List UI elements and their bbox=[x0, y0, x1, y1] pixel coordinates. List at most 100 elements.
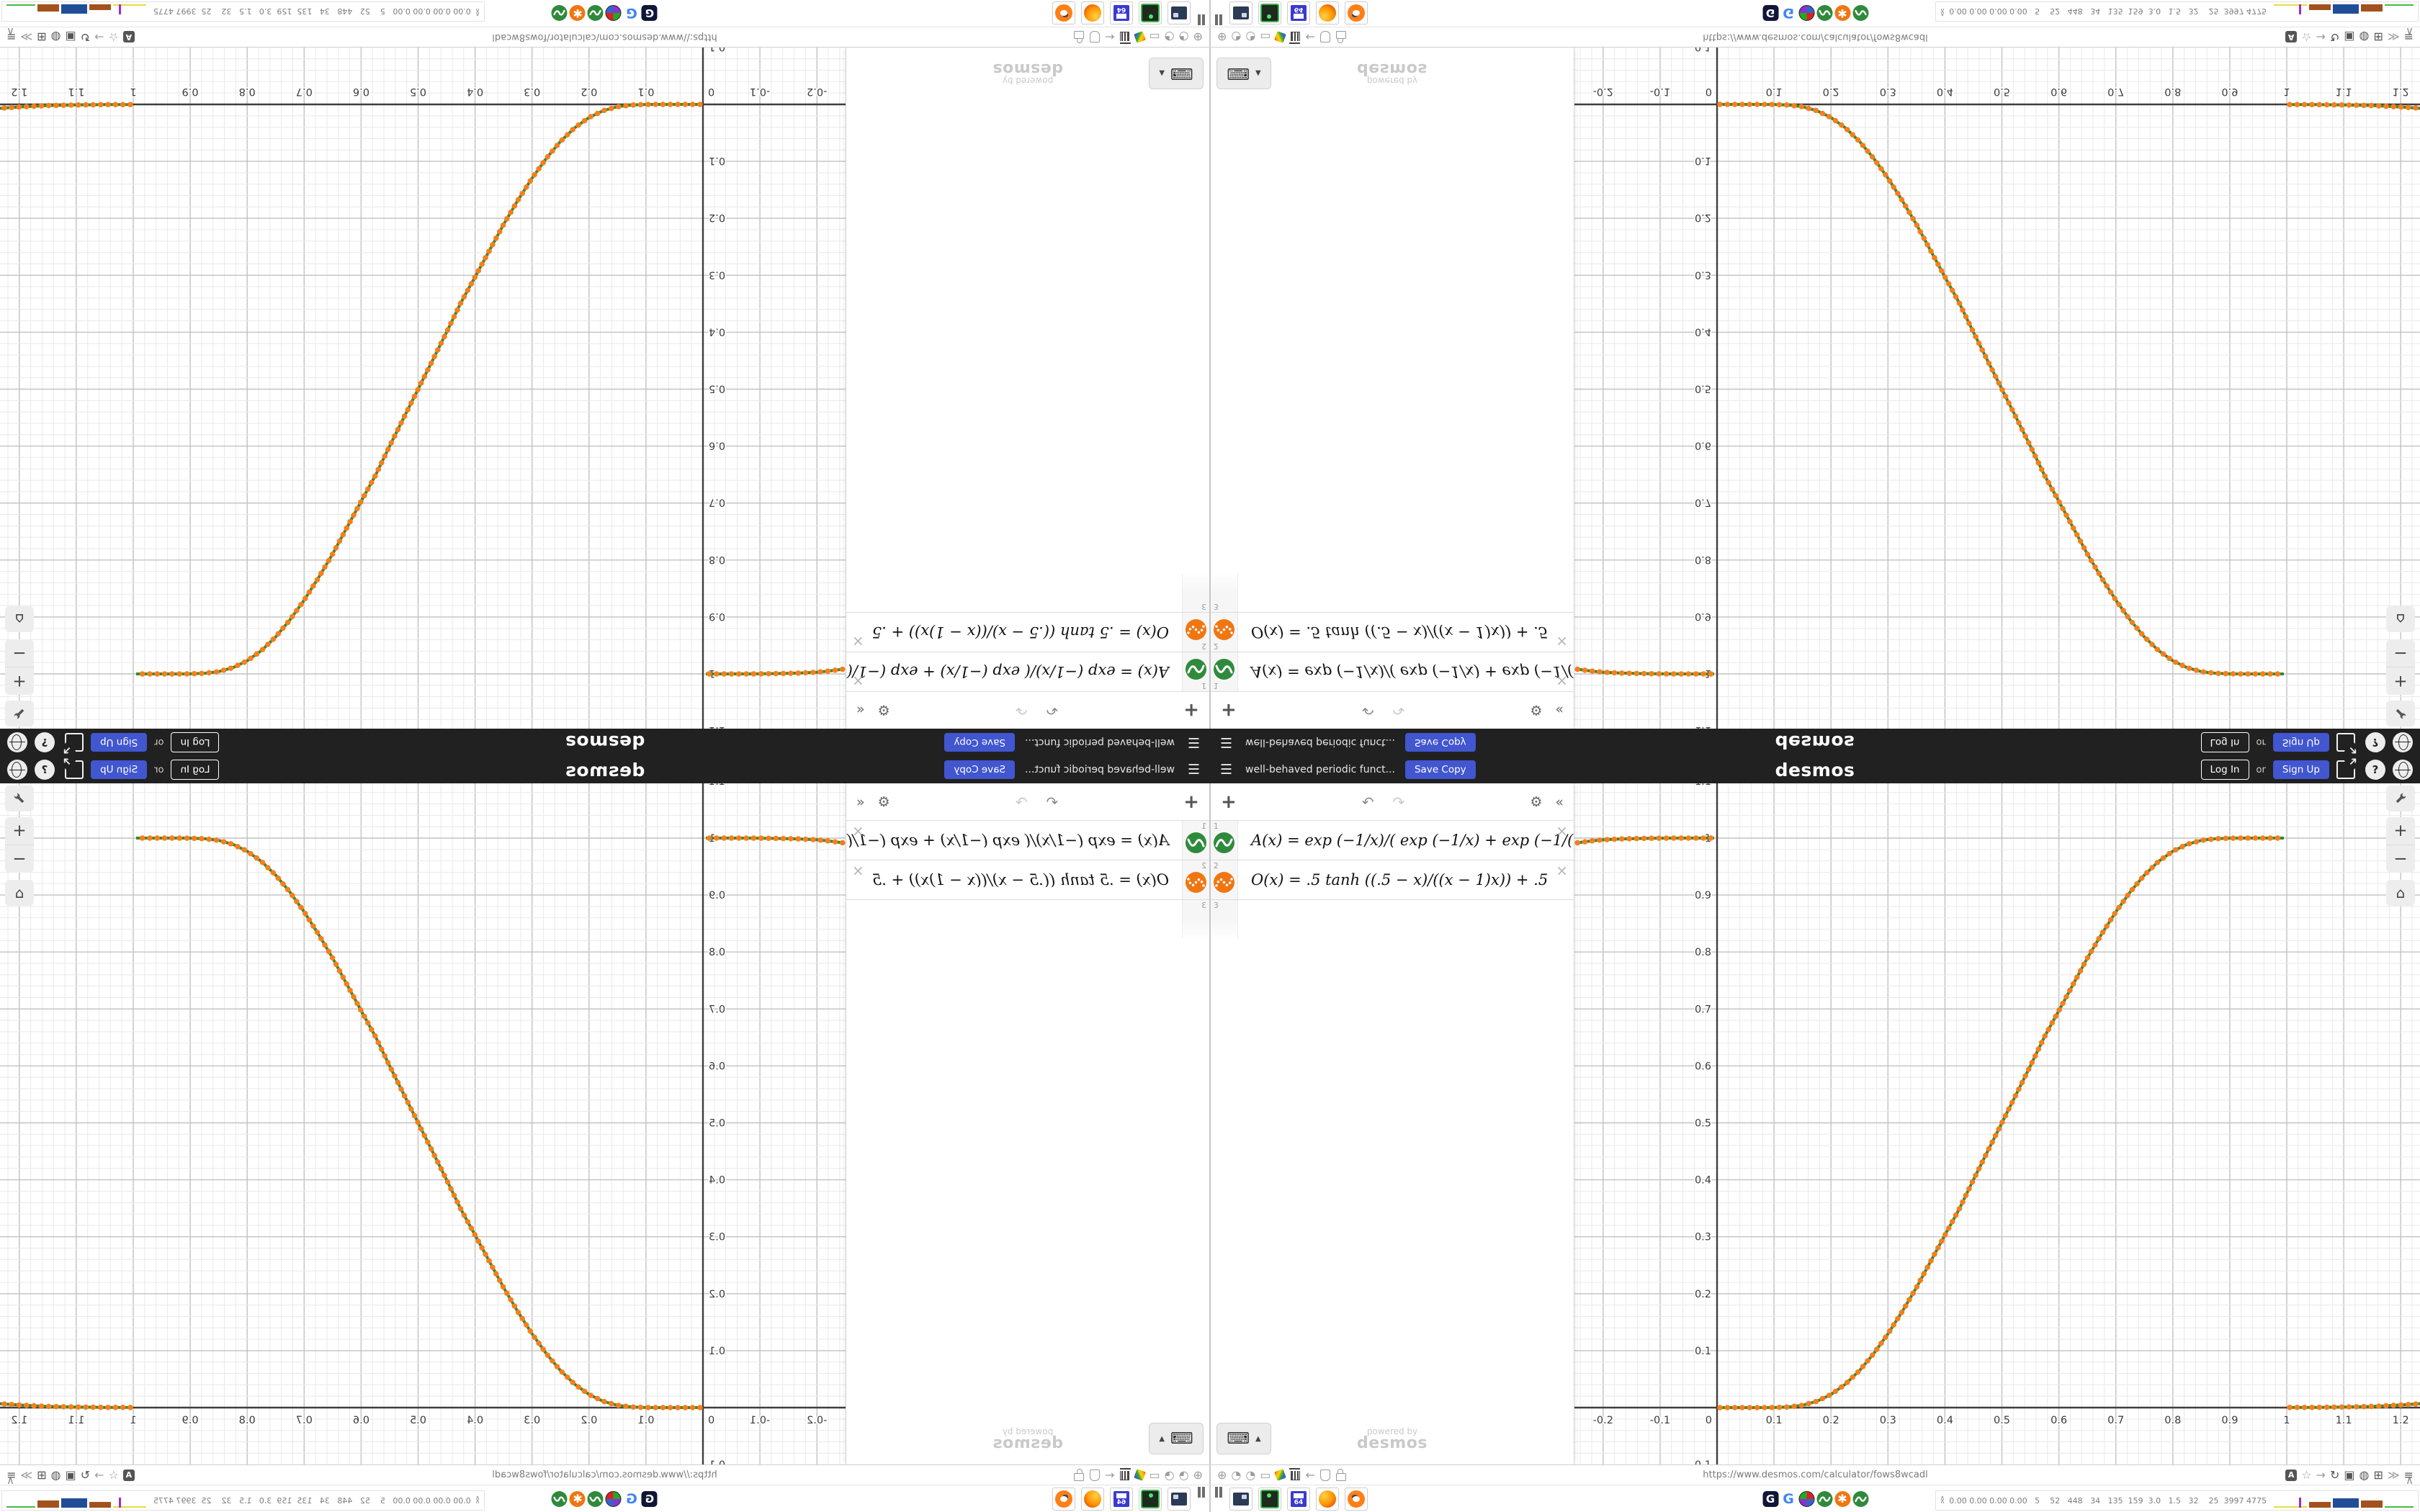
container-tab-icon[interactable]: ▣ bbox=[2344, 1467, 2355, 1482]
overflow-chevrons-icon[interactable]: ≫ bbox=[20, 30, 33, 45]
expression-row-3-empty[interactable]: 3 bbox=[1211, 900, 1574, 939]
tab-favicon-orange-gear[interactable]: ✱ bbox=[1834, 1490, 1851, 1508]
shield-icon[interactable] bbox=[1090, 31, 1101, 43]
trash-icon[interactable] bbox=[1119, 32, 1129, 41]
tab-favicon-orange-gear[interactable]: ✱ bbox=[569, 5, 586, 22]
expression-row-3-empty[interactable]: 3 bbox=[846, 900, 1209, 939]
delete-expression-icon[interactable]: × bbox=[1556, 633, 1568, 650]
graph-title[interactable]: well-behaved periodic funct... bbox=[1245, 764, 1395, 775]
edit-list-gear-icon[interactable]: ⚙ bbox=[877, 793, 890, 810]
blender-icon[interactable] bbox=[1052, 1487, 1075, 1511]
tab-favicon-desmos[interactable] bbox=[587, 1490, 604, 1508]
trash-icon[interactable] bbox=[1291, 32, 1301, 41]
chevron-up-icon[interactable]: ∧ bbox=[2406, 1474, 2414, 1487]
curve-style-icon-dotted-orange[interactable] bbox=[1214, 619, 1234, 640]
gauge-icon[interactable]: ◔ bbox=[1231, 30, 1242, 45]
tab-favicon-google[interactable]: G bbox=[1783, 1490, 1794, 1507]
default-viewport-home-button[interactable]: ⌂ bbox=[5, 880, 34, 906]
add-expression-button[interactable]: + bbox=[1221, 791, 1237, 813]
globe-icon[interactable]: ◍ bbox=[50, 30, 61, 45]
tab-favicon-desmos[interactable] bbox=[551, 1490, 568, 1508]
keyboard-toggle-button[interactable]: ⌨ ▲ bbox=[1216, 1423, 1271, 1454]
undo-icon[interactable]: ↶ bbox=[1046, 701, 1059, 719]
zoom-out-button[interactable]: − bbox=[2386, 639, 2415, 667]
overflow-chevrons-icon[interactable]: ≫ bbox=[2387, 1467, 2400, 1482]
zoom-out-button[interactable]: − bbox=[5, 639, 34, 667]
delete-expression-icon[interactable]: × bbox=[1556, 822, 1568, 840]
curve-orange-dotted-left_tail[interactable] bbox=[703, 666, 846, 677]
gauge-icon[interactable]: ◔ bbox=[1245, 1467, 1256, 1482]
graph-paper[interactable]: -0.2 -0.1 0 0.1 0.2 0.3 0.4 0.5 0.6 0.7 0.8 0.9 1 1.1… bbox=[1574, 783, 2420, 1464]
save-copy-button[interactable]: Save Copy bbox=[1404, 760, 1476, 779]
chevron-up-icon[interactable]: ∧ bbox=[2406, 25, 2414, 38]
browser-menu-hamburger-icon[interactable]: ≡ bbox=[2403, 1467, 2414, 1482]
chevron-up-icon[interactable]: ∧ bbox=[6, 25, 14, 38]
back-arrow-icon[interactable]: ← bbox=[1105, 30, 1115, 45]
curve-smooth-step[interactable] bbox=[0, 102, 846, 677]
curve-orange-dotted-main[interactable] bbox=[1717, 835, 2287, 1410]
expression-row-2[interactable]: 2 O(x) = .5 tanh ((.5 − x)/((x − 1)x)) +… bbox=[846, 612, 1209, 652]
expression-formula[interactable]: A(x) = exp (−1/x)/( exp (−1/x) + exp (−1… bbox=[846, 832, 1169, 849]
url-text[interactable]: https://www.desmos.com/calculator/fows8w… bbox=[492, 32, 717, 42]
redo-icon[interactable]: ↷ bbox=[1392, 701, 1405, 719]
gauge-icon[interactable]: ◔ bbox=[1164, 30, 1175, 45]
help-icon[interactable]: ? bbox=[35, 732, 55, 752]
translate-icon[interactable]: A bbox=[2285, 31, 2298, 43]
screenshot-tool-icon[interactable] bbox=[1168, 1487, 1191, 1511]
folder-icon[interactable]: ▭ bbox=[1149, 1467, 1160, 1482]
curve-orange-dotted-main[interactable] bbox=[133, 835, 703, 1410]
globe-plus-icon[interactable]: ⊕ bbox=[1217, 30, 1227, 45]
zoom-in-button[interactable]: + bbox=[5, 667, 34, 695]
graph-settings-wrench-button[interactable] bbox=[5, 701, 34, 726]
undo-icon[interactable]: ↶ bbox=[1046, 793, 1059, 811]
sign-up-button[interactable]: Sign Up bbox=[2272, 733, 2329, 752]
expression-row-1[interactable]: 1 A(x) = exp (−1/x)/( exp (−1/x) + exp (… bbox=[1211, 821, 1574, 860]
reload-icon[interactable]: ↻ bbox=[80, 1467, 91, 1482]
expression-row-1[interactable]: 1 A(x) = exp (−1/x)/( exp (−1/x) + exp (… bbox=[846, 821, 1209, 860]
delete-expression-icon[interactable]: × bbox=[852, 672, 864, 690]
collapse-panel-icon[interactable]: « bbox=[1555, 702, 1564, 719]
extension-marker-icon[interactable] bbox=[1133, 31, 1146, 43]
expression-row-2[interactable]: 2 O(x) = .5 tanh ((.5 − x)/((x − 1)x)) +… bbox=[846, 860, 1209, 900]
firefox-icon[interactable] bbox=[1316, 1487, 1339, 1511]
gauge-icon[interactable]: ◔ bbox=[1178, 1467, 1189, 1482]
tab-favicon-desmos[interactable] bbox=[587, 5, 604, 22]
expression-row-1[interactable]: 1 A(x) = exp (−1/x)/( exp (−1/x) + exp (… bbox=[846, 652, 1209, 691]
capture-app-icon[interactable] bbox=[1139, 1, 1162, 25]
shield-icon[interactable] bbox=[1090, 1469, 1101, 1481]
curve-orange-dotted-main[interactable] bbox=[133, 102, 703, 677]
chevron-up-icon[interactable]: ∧ bbox=[6, 1474, 14, 1487]
tab-favicon-google[interactable]: G bbox=[626, 1490, 637, 1507]
language-globe-icon[interactable] bbox=[2393, 732, 2413, 752]
graph-paper[interactable]: -0.2 -0.1 0 0.1 0.2 0.3 0.4 0.5 0.6 0.7 0.8 0.9 1 1.1… bbox=[1574, 48, 2420, 729]
zoom-in-button[interactable]: + bbox=[2386, 817, 2415, 845]
save-copy-button[interactable]: Save Copy bbox=[944, 733, 1016, 752]
blender-icon[interactable] bbox=[1345, 1487, 1368, 1511]
keyboard-toggle-button[interactable]: ⌨ ▲ bbox=[1149, 1423, 1204, 1454]
curve-orange-dotted-left_tail[interactable] bbox=[1574, 835, 1717, 846]
expression-row-3-empty[interactable]: 3 bbox=[1211, 573, 1574, 612]
container-tab-icon[interactable]: ▣ bbox=[65, 30, 76, 45]
pause-bars-icon[interactable] bbox=[1215, 14, 1222, 25]
default-viewport-home-button[interactable]: ⌂ bbox=[2386, 606, 2415, 632]
reload-icon[interactable]: ↻ bbox=[80, 30, 91, 45]
curve-orange-dotted-right_tail[interactable] bbox=[2287, 1400, 2420, 1410]
globe-plus-icon[interactable]: ⊕ bbox=[1193, 1467, 1203, 1482]
graph-canvas[interactable]: -0.2 -0.1 0 0.1 0.2 0.3 0.4 0.5 0.6 0.7 0.8 0.9 1 1.1… bbox=[0, 48, 846, 729]
curve-style-icon-solid-green[interactable] bbox=[1186, 832, 1206, 853]
graph-paper[interactable]: -0.2 -0.1 0 0.1 0.2 0.3 0.4 0.5 0.6 0.7 0.8 0.9 1 1.1… bbox=[0, 48, 846, 729]
tab-favicon-dark-g[interactable]: G bbox=[1762, 1490, 1779, 1508]
container-tab-icon[interactable]: ▣ bbox=[65, 1467, 76, 1482]
sign-up-button[interactable]: Sign Up bbox=[91, 760, 148, 779]
undo-icon[interactable]: ↶ bbox=[1361, 793, 1374, 811]
folder-icon[interactable]: ▭ bbox=[1149, 30, 1160, 45]
expression-row-2[interactable]: 2 O(x) = .5 tanh ((.5 − x)/((x − 1)x)) +… bbox=[1211, 860, 1574, 900]
delete-expression-icon[interactable]: × bbox=[1556, 862, 1568, 879]
vice-c64-emulator-icon[interactable] bbox=[1287, 1, 1310, 25]
globe-icon[interactable]: ◍ bbox=[2359, 1467, 2370, 1482]
default-viewport-home-button[interactable]: ⌂ bbox=[2386, 880, 2415, 906]
redo-icon[interactable]: ↷ bbox=[1392, 793, 1405, 811]
curve-smooth-step[interactable] bbox=[1574, 102, 2420, 677]
edit-list-gear-icon[interactable]: ⚙ bbox=[1530, 702, 1543, 719]
curve-orange-dotted-main[interactable] bbox=[1717, 102, 2287, 677]
